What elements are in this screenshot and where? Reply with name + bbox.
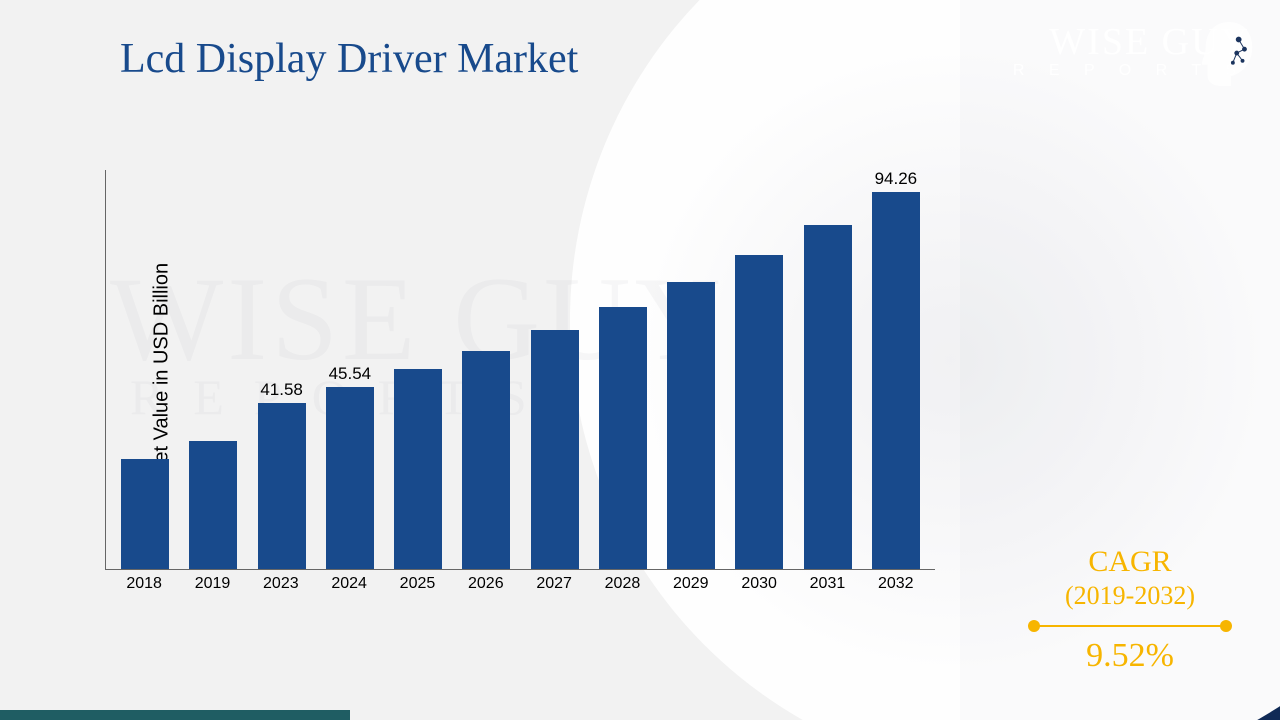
x-tick: 2027: [520, 575, 588, 593]
bar: [531, 330, 579, 569]
x-tick: 2029: [657, 575, 725, 593]
head-icon: [1200, 20, 1258, 88]
bar-slot: 94.26: [862, 170, 930, 569]
x-tick: 2030: [725, 575, 793, 593]
bar: [735, 255, 783, 569]
x-tick: 2018: [110, 575, 178, 593]
bar-slot: [111, 170, 179, 569]
bar-chart: Market Value in USD Billion 41.5845.5494…: [95, 170, 935, 600]
bar-slot: 45.54: [316, 170, 384, 569]
cagr-period: (2019-2032): [1020, 581, 1240, 611]
bar: [667, 282, 715, 569]
x-tick: 2019: [178, 575, 246, 593]
brand-logo: WISE GUY R E P O R T S: [990, 20, 1250, 80]
x-tick: 2025: [383, 575, 451, 593]
x-tick: 2024: [315, 575, 383, 593]
cagr-value: 9.52%: [1020, 637, 1240, 675]
x-tick: 2028: [588, 575, 656, 593]
x-tick: 2031: [793, 575, 861, 593]
bar-slot: [179, 170, 247, 569]
bar: [804, 225, 852, 569]
bar-slot: [657, 170, 725, 569]
bar-slot: [521, 170, 589, 569]
x-axis-ticks: 2018201920232024202520262027202820292030…: [105, 575, 935, 593]
bottom-accent-bar: [0, 710, 350, 720]
bar-slot: [589, 170, 657, 569]
bar-slot: 41.58: [248, 170, 316, 569]
bar: [394, 369, 442, 569]
bar: [599, 307, 647, 569]
cagr-box: CAGR (2019-2032) 9.52%: [1020, 545, 1240, 675]
bar: [258, 403, 306, 569]
x-tick: 2023: [247, 575, 315, 593]
bars-container: 41.58 45.54 94.26: [106, 170, 935, 569]
x-tick: 2026: [452, 575, 520, 593]
bar-value-label: 45.54: [329, 364, 372, 384]
bar-value-label: 94.26: [875, 169, 918, 189]
bar: [872, 192, 920, 569]
bar-slot: [384, 170, 452, 569]
bar-slot: [452, 170, 520, 569]
bar-slot: [794, 170, 862, 569]
bar: [462, 351, 510, 569]
bar: [121, 459, 169, 569]
plot-area: 41.58 45.54 94.26: [105, 170, 935, 570]
cagr-title: CAGR: [1020, 545, 1240, 579]
cagr-divider: [1030, 625, 1230, 627]
bar: [189, 441, 237, 569]
bar-slot: [725, 170, 793, 569]
chart-title: Lcd Display Driver Market: [120, 35, 578, 83]
x-tick: 2032: [862, 575, 930, 593]
bar: [326, 387, 374, 569]
bar-value-label: 41.58: [260, 380, 303, 400]
